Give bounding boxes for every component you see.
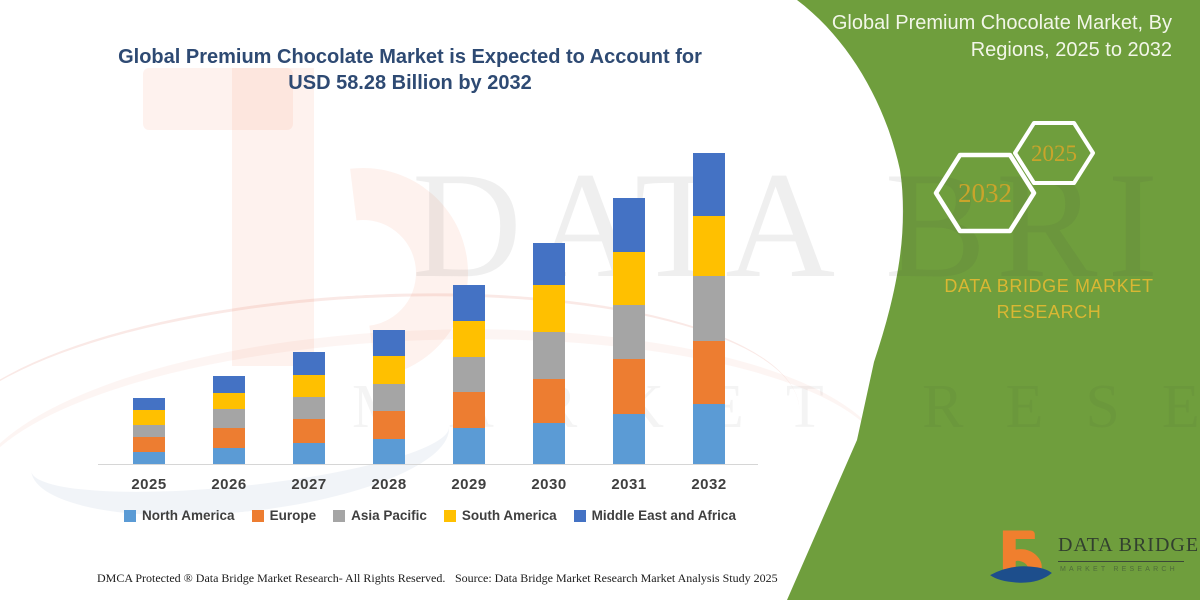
panel-brand-line1: DATA BRIDGE MARKET: [944, 276, 1154, 296]
hexagon-2025: 2025: [1013, 121, 1095, 185]
panel-brand-text: DATA BRIDGE MARKET RESEARCH: [928, 273, 1170, 325]
dbmr-logo-mark-icon: [990, 530, 1052, 583]
panel-title-line1: Global Premium Chocolate Market, By: [831, 12, 1172, 34]
hexagon-2025-year: 2025: [1031, 141, 1077, 166]
dbmr-logo-name: DATA BRIDGE: [1058, 534, 1198, 562]
hexagon-2032-year: 2032: [958, 178, 1012, 208]
panel-title: Global Premium Chocolate Market, By Regi…: [752, 10, 1172, 64]
panel-brand-line2: RESEARCH: [996, 302, 1102, 322]
dbmr-logo-subtitle: MARKET RESEARCH: [1060, 566, 1178, 573]
dbmr-logo: DATA BRIDGE MARKET RESEARCH: [982, 524, 1198, 590]
panel-title-line2: Regions, 2025 to 2032: [970, 39, 1172, 61]
hexagon-2032: 2032: [933, 152, 1037, 234]
